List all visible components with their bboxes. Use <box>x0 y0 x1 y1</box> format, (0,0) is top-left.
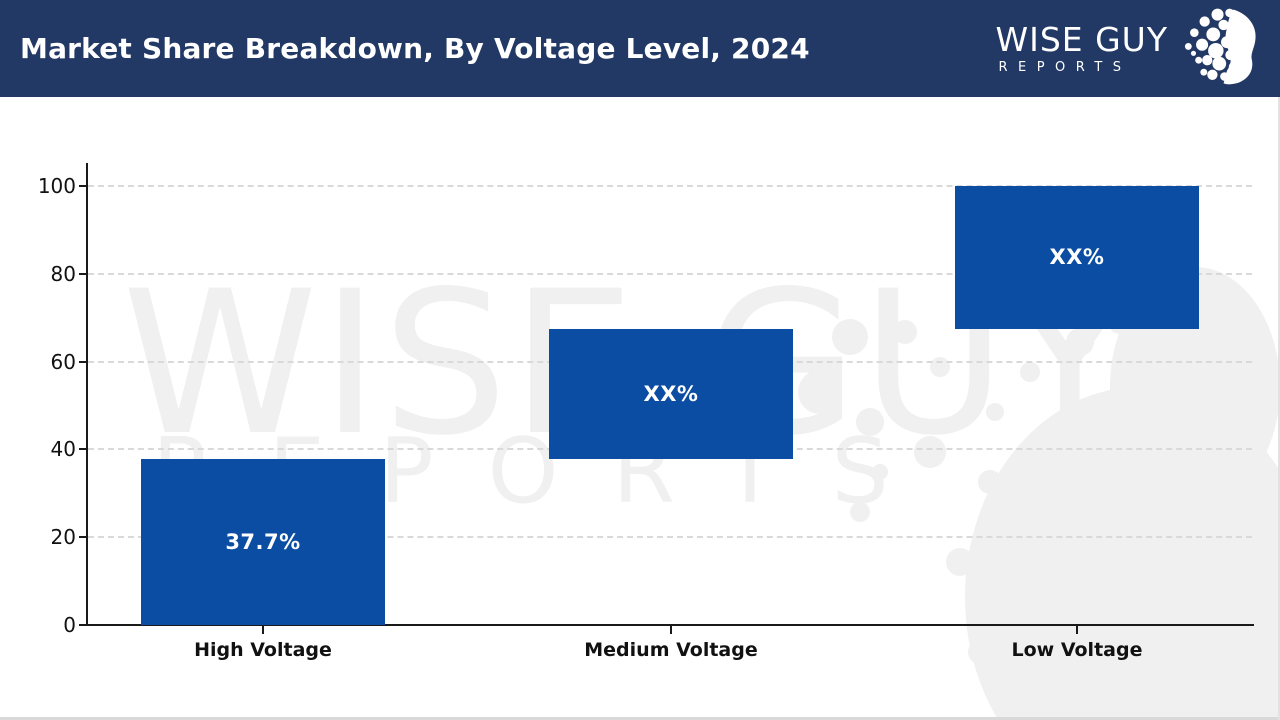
wiseguy-logo: WISE GUY REPORTS <box>995 6 1264 92</box>
header-bar: Market Share Breakdown, By Voltage Level… <box>0 0 1280 97</box>
y-tick-mark-20 <box>79 536 87 539</box>
y-tick-mark-40 <box>79 448 87 451</box>
logo-wordmark-block: WISE GUY REPORTS <box>995 23 1168 74</box>
bar-value-label: XX% <box>1049 245 1105 270</box>
category-label: Low Voltage <box>1011 639 1143 661</box>
y-tick-label-80: 80 <box>50 261 76 286</box>
x-tick-mark-3 <box>1076 626 1078 634</box>
wiseguy-head-logo-icon <box>1184 8 1256 84</box>
category-label: High Voltage <box>194 639 332 661</box>
right-edge-line <box>1278 97 1280 720</box>
y-tick-mark-60 <box>79 360 87 363</box>
category-label: Medium Voltage <box>584 639 758 661</box>
y-tick-mark-100 <box>79 185 87 187</box>
gridline-80 <box>88 272 1252 275</box>
logo-reports-label: REPORTS <box>998 60 1132 75</box>
bar-2: XX% <box>549 328 793 460</box>
gridline-20 <box>88 536 1252 539</box>
bottom-edge-line <box>0 717 1280 720</box>
y-tick-label-0: 0 <box>63 613 76 637</box>
y-tick-mark-0 <box>79 624 87 626</box>
bar-value-label: XX% <box>643 382 699 407</box>
x-tick-mark-1 <box>262 626 264 634</box>
y-axis <box>86 163 88 625</box>
y-tick-label-100: 100 <box>37 174 76 198</box>
bar-1: 37.7% <box>141 459 385 625</box>
logo-wordmark: WISE GUY <box>995 20 1168 59</box>
page-title: Market Share Breakdown, By Voltage Level… <box>20 32 810 65</box>
x-axis <box>86 624 1254 626</box>
bar-3: XX% <box>955 186 1199 329</box>
y-tick-mark-80 <box>79 272 87 275</box>
y-tick-label-60: 60 <box>50 349 76 374</box>
y-tick-label-20: 20 <box>50 525 76 550</box>
gridline-100 <box>88 185 1252 187</box>
bar-value-label: 37.7% <box>225 530 301 555</box>
y-tick-label-40: 40 <box>50 437 76 462</box>
x-tick-mark-2 <box>670 626 672 634</box>
